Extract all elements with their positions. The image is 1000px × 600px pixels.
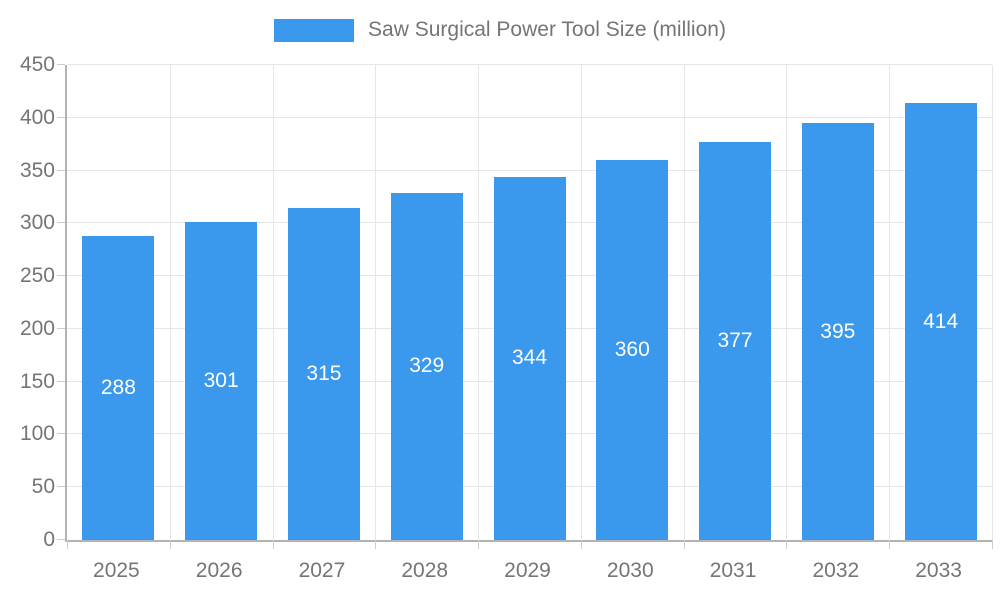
bar: 414 (904, 103, 977, 540)
gridline-vertical (169, 65, 171, 540)
bar: 329 (390, 192, 463, 540)
x-axis-tick (375, 540, 377, 549)
bar-value-label: 315 (306, 361, 342, 385)
bar-value-label: 329 (409, 354, 445, 378)
bar-value-label: 360 (614, 338, 650, 361)
bar: 360 (596, 160, 669, 540)
y-axis-tick (57, 486, 65, 488)
gridline-horizontal (67, 116, 992, 118)
bar-value-label: 395 (820, 319, 856, 343)
x-axis-tick (169, 540, 171, 549)
plot-area: 288 301 315 329 344 360 377 395 414 (57, 64, 993, 549)
y-axis-tick-label: 300 (19, 211, 55, 235)
bar-value-label: 377 (717, 329, 753, 353)
bar-value-label: 288 (100, 376, 136, 399)
y-axis-tick (57, 169, 65, 171)
x-axis-tick-label: 2032 (812, 559, 860, 582)
x-axis-tick-label: 2028 (401, 559, 449, 582)
y-axis-tick-label: 0 (43, 528, 55, 551)
y-axis-tick-label: 450 (19, 53, 55, 76)
x-axis-tick (478, 540, 480, 549)
x-axis-tick (889, 540, 891, 549)
legend-label[interactable]: Saw Surgical Power Tool Size (million) (368, 18, 726, 41)
gridline-vertical (580, 65, 582, 540)
y-axis-tick-label: 350 (19, 158, 55, 182)
x-axis-tick-label: 2025 (93, 559, 140, 582)
x-axis-tick (786, 540, 788, 549)
gridline-horizontal (67, 169, 992, 171)
bar-value-label: 301 (203, 369, 239, 393)
x-axis-tick (683, 540, 685, 549)
gridline-vertical (683, 65, 685, 540)
y-axis-tick (57, 116, 65, 118)
x-axis-tick (67, 540, 68, 549)
gridline-vertical (992, 65, 993, 540)
gridline-vertical (375, 65, 377, 540)
y-axis-tick (57, 327, 65, 329)
y-axis-tick-label: 200 (19, 316, 55, 340)
x-axis: 2025 2026 2027 2028 2029 2030 2031 2032 2033 (65, 549, 990, 589)
gridline-vertical (889, 65, 891, 540)
y-axis-tick-label: 250 (19, 264, 55, 288)
bar: 344 (493, 176, 566, 540)
bar-value-label: 344 (511, 346, 548, 370)
y-axis: 0 50 100 150 200 250 300 350 400 450 (0, 53, 55, 551)
x-axis-tick-label: 2029 (504, 559, 551, 582)
bar: 301 (185, 222, 258, 540)
gridline-horizontal (67, 64, 992, 65)
y-axis-tick (57, 380, 65, 382)
gridline-vertical (786, 65, 788, 540)
y-axis-tick-label: 50 (31, 475, 55, 499)
y-axis-tick (57, 275, 65, 277)
bar: 395 (801, 123, 874, 540)
y-axis-tick-label: 100 (19, 422, 55, 446)
chart-legend[interactable]: Saw Surgical Power Tool Size (million) (0, 17, 1000, 43)
y-axis-tick (57, 539, 65, 540)
x-axis-tick-label: 2027 (298, 559, 346, 582)
x-axis-tick-label: 2030 (606, 559, 654, 582)
x-axis-tick (580, 540, 582, 549)
gridline-vertical (478, 65, 480, 540)
bar: 377 (699, 142, 772, 540)
y-axis-tick (57, 64, 65, 65)
bar-value-label: 414 (923, 309, 959, 333)
gridline-vertical (272, 65, 274, 540)
x-axis-tick (992, 540, 993, 549)
y-axis-tick (57, 222, 65, 224)
x-axis-tick-label: 2026 (195, 559, 243, 582)
bar: 288 (82, 236, 155, 540)
y-axis-tick-label: 400 (19, 105, 55, 129)
y-axis-tick-label: 150 (19, 369, 55, 393)
x-axis-tick (272, 540, 274, 549)
x-axis-tick-label: 2033 (915, 559, 962, 582)
x-axis-tick-label: 2031 (709, 559, 757, 582)
bar: 315 (287, 207, 360, 540)
y-axis-tick (57, 433, 65, 435)
legend-swatch[interactable] (274, 18, 355, 42)
